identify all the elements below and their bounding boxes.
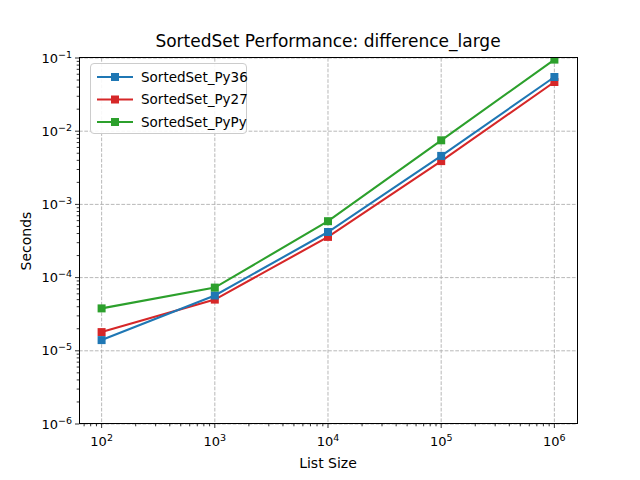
chart-title: SortedSet Performance: difference_large [155, 31, 500, 52]
legend-label: SortedSet_Py36 [141, 69, 248, 85]
y-tick-label: 10−4 [41, 268, 72, 285]
y-tick-label: 10−2 [41, 122, 72, 139]
x-tick-label: 105 [430, 432, 453, 449]
data-point-SortedSet_PyPy-1000000 [550, 56, 558, 64]
data-point-SortedSet_PyPy-10000 [324, 217, 332, 225]
data-point-SortedSet_Py36-100 [98, 336, 106, 344]
y-axis-label: Seconds [18, 212, 34, 271]
legend-marker [111, 73, 119, 81]
x-tick-label: 104 [317, 432, 340, 449]
data-point-SortedSet_Py36-1000 [211, 292, 219, 300]
data-point-SortedSet_Py36-1000000 [550, 73, 558, 81]
data-point-SortedSet_Py27-100 [98, 328, 106, 336]
data-point-SortedSet_Py36-10000 [324, 228, 332, 236]
legend: SortedSet_Py36 SortedSet_Py27 SortedSet_Py… [91, 64, 248, 134]
legend-marker [111, 118, 119, 126]
data-point-SortedSet_PyPy-1000 [211, 284, 219, 292]
y-tick-label: 10−5 [41, 341, 72, 358]
performance-line-chart: SortedSet Performance: difference_large … [0, 0, 640, 480]
x-tick-label: 102 [90, 432, 113, 449]
y-tick-label: 10−1 [41, 49, 72, 66]
x-tick-label: 106 [543, 432, 566, 449]
legend-marker [111, 96, 119, 104]
y-tick-label: 10−6 [41, 415, 72, 432]
legend-label: SortedSet_Py27 [141, 91, 248, 107]
data-point-SortedSet_Py36-100000 [437, 152, 445, 160]
data-point-SortedSet_PyPy-100 [98, 304, 106, 312]
chart-figure: SortedSet Performance: difference_large … [0, 0, 640, 480]
x-axis-label: List Size [299, 455, 357, 471]
x-tick-label: 103 [204, 432, 227, 449]
y-tick-label: 10−3 [41, 195, 72, 212]
legend-label: SortedSet_PyPy [141, 114, 247, 130]
data-point-SortedSet_PyPy-100000 [437, 136, 445, 144]
